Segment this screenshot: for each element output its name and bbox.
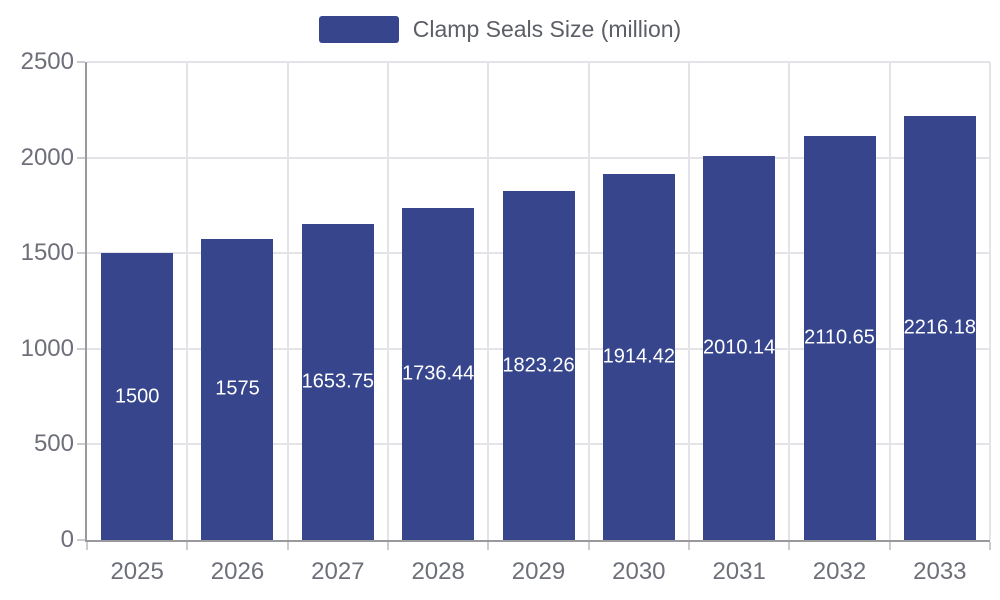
v-gridline (186, 62, 189, 540)
y-axis-tick-label: 1000 (20, 334, 74, 362)
y-axis-tick (77, 252, 85, 255)
x-axis-tick (86, 542, 88, 550)
x-axis-tick (386, 542, 389, 550)
v-gridline (587, 62, 590, 540)
x-axis-tick (989, 542, 991, 550)
y-axis-tick-label: 500 (33, 430, 74, 458)
bar-2029[interactable]: 1823.26 (502, 191, 575, 540)
y-axis-labels: 0 500 1000 1500 2000 2500 (0, 48, 74, 553)
v-gridline (487, 62, 490, 540)
x-axis-label: 2030 (612, 558, 666, 585)
y-axis-tick (77, 443, 85, 446)
x-axis-label: 2028 (411, 558, 465, 585)
x-axis-line (85, 540, 990, 542)
y-axis-tick (77, 347, 85, 350)
y-axis-tick-label: 0 (60, 526, 74, 553)
y-axis-tick (77, 539, 85, 541)
bar-2027[interactable]: 1653.75 (301, 223, 374, 540)
x-axis-label: 2033 (913, 558, 967, 585)
bar-2033[interactable]: 2216.18 (903, 116, 976, 540)
v-gridline (888, 62, 891, 540)
y-axis-tick-label: 2000 (20, 143, 74, 171)
x-axis-label: 2029 (511, 558, 566, 585)
bar-2032[interactable]: 2110.65 (803, 136, 876, 540)
bar-2028[interactable]: 1736.44 (402, 208, 475, 540)
x-axis-label: 2027 (311, 558, 365, 585)
legend-label: Clamp Seals Size (million) (412, 16, 682, 42)
v-gridline (386, 62, 389, 540)
x-axis-tick (888, 542, 891, 550)
x-axis-tick (687, 542, 690, 550)
bar-value-label: 1575 (215, 377, 260, 400)
bar-value-label: 1653.75 (301, 370, 374, 393)
x-axis-tick (487, 542, 490, 550)
x-axis-tick (286, 542, 289, 550)
x-axis-label: 2032 (812, 558, 867, 585)
bar-value-label: 1500 (114, 385, 160, 408)
bar-value-label: 2010.14 (703, 336, 776, 359)
legend-swatch[interactable] (318, 16, 399, 43)
bar-value-label: 1736.44 (402, 362, 475, 385)
v-gridline (286, 62, 289, 540)
bar-value-label: 2110.65 (804, 326, 875, 349)
x-axis-tick (788, 542, 791, 550)
plot-area: 1500 1575 1653.75 1736.44 1823.26 1914.42 2010… (77, 61, 991, 550)
bar-2031[interactable]: 2010.14 (703, 155, 776, 540)
y-axis-tick (77, 61, 85, 63)
x-axis-tick (587, 542, 590, 550)
y-axis-tick (77, 156, 85, 159)
x-axis-label: 2025 (110, 558, 164, 585)
v-gridline (989, 62, 991, 540)
y-axis-tick-label: 1500 (20, 239, 74, 267)
y-axis-tick-label: 2500 (20, 48, 74, 75)
h-gridline (87, 156, 990, 159)
x-axis-label: 2026 (210, 558, 265, 585)
bar-value-label: 2216.18 (903, 316, 976, 339)
x-axis-labels: 2025 2026 2027 2028 2029 2030 2031 2032 2033 (87, 558, 990, 588)
v-gridline (788, 62, 791, 540)
bar-2025[interactable]: 1500 (101, 253, 174, 540)
bar-2026[interactable]: 1575 (201, 238, 274, 540)
x-axis-tick (186, 542, 189, 550)
v-gridline (687, 62, 690, 540)
bar-value-label: 1914.42 (602, 345, 675, 368)
bar-value-label: 1823.26 (502, 354, 575, 377)
y-axis-line (85, 62, 87, 540)
x-axis-label: 2031 (712, 558, 766, 585)
h-gridline (87, 61, 990, 63)
legend[interactable]: Clamp Seals Size (million) (0, 16, 1000, 43)
bar-2030[interactable]: 1914.42 (602, 173, 675, 540)
